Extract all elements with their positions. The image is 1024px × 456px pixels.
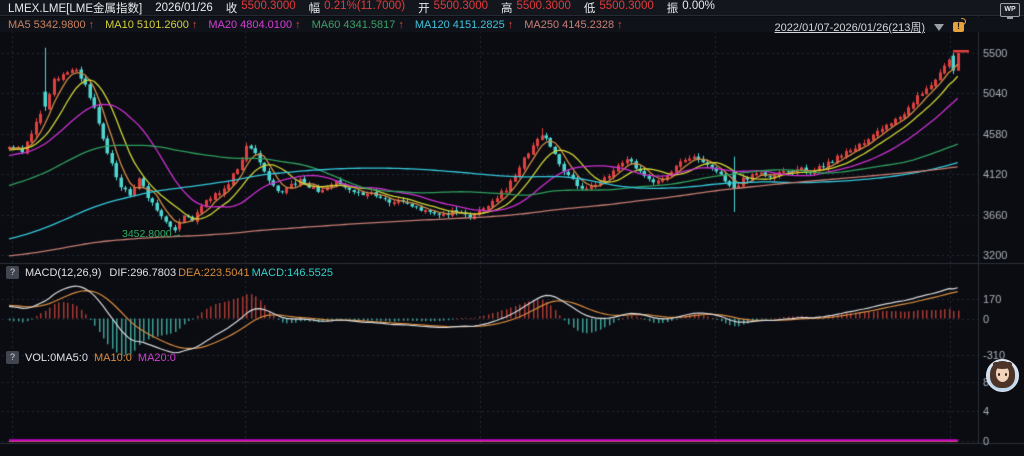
trade-date: 2026/01/26 bbox=[155, 1, 213, 14]
ma-legend: MA5 5342.9800 ↑ MA10 5101.2600 ↑ MA20 48… bbox=[0, 17, 1024, 32]
ma5-label: MA5 bbox=[8, 18, 31, 31]
help-icon[interactable]: ? bbox=[6, 266, 19, 279]
ma250-value: 4145.2328 bbox=[562, 18, 615, 31]
ma120-legend: MA120 4151.2825 ↑ bbox=[415, 19, 513, 31]
high-value: 5500.3000 bbox=[516, 0, 571, 12]
ma60-value: 4341.5817 bbox=[343, 18, 396, 31]
vol-ma20-value: MA20:0 bbox=[137, 351, 176, 364]
low-price-annotation: 3452.8000→ bbox=[122, 228, 183, 240]
symbol-name: LMEX.LME[LME金属指数] bbox=[8, 2, 143, 15]
change-value: 0.21%(11.7000) bbox=[324, 0, 406, 12]
ma60-label: MA60 bbox=[311, 18, 341, 31]
ma60-legend: MA60 4341.5817 ↑ bbox=[312, 19, 404, 31]
up-arrow-icon: ↑ bbox=[617, 18, 623, 31]
up-arrow-icon: ↑ bbox=[191, 18, 198, 31]
ma10-label: MA10 bbox=[105, 18, 134, 31]
open-value: 5500.3000 bbox=[433, 0, 488, 12]
ma5-legend: MA5 5342.9800 ↑ bbox=[8, 19, 94, 31]
alert-exclamation: ! bbox=[957, 21, 960, 31]
up-arrow-icon: ↑ bbox=[507, 18, 514, 31]
field-close: 收 5500.3000 bbox=[226, 0, 296, 16]
field-open: 开 5500.3000 bbox=[418, 0, 488, 16]
date-range-link[interactable]: 2022/01/07-2026/01/26(213周) bbox=[774, 22, 925, 34]
high-label: 高 bbox=[501, 2, 513, 15]
ma120-value: 4151.2825 bbox=[452, 18, 505, 31]
field-low: 低 5500.3000 bbox=[584, 0, 654, 16]
up-arrow-icon: ↑ bbox=[398, 18, 404, 31]
avatar-fringe bbox=[993, 362, 1012, 369]
ma20-label: MA20 bbox=[208, 18, 238, 31]
low-value: 5500.3000 bbox=[599, 0, 654, 12]
change-label: 幅 bbox=[308, 2, 321, 15]
alert-lock-icon[interactable]: ! bbox=[953, 21, 964, 32]
range-controls: 2022/01/07-2026/01/26(213周) ! bbox=[775, 19, 964, 35]
ma250-label: MA250 bbox=[524, 18, 560, 31]
dif-value: DIF:296.7803 bbox=[109, 266, 177, 279]
low-label: 低 bbox=[583, 2, 596, 15]
vol-value: VOL:0MA5:0 bbox=[25, 351, 88, 364]
macd-value: MACD:146.5525 bbox=[251, 266, 333, 279]
ma10-legend: MA10 5101.2600 ↑ bbox=[105, 19, 197, 31]
quote-header: LMEX.LME[LME金属指数] 2026/01/26 收 5500.3000… bbox=[0, 0, 1024, 16]
help-icon[interactable]: ? bbox=[6, 351, 19, 364]
close-value: 5500.3000 bbox=[241, 0, 296, 12]
amplitude-label: 振 bbox=[666, 2, 679, 15]
field-amplitude: 振 0.00% bbox=[667, 0, 715, 16]
ma20-value: 4804.0100 bbox=[240, 18, 293, 31]
up-arrow-icon: ↑ bbox=[88, 18, 95, 31]
chevron-down-icon[interactable] bbox=[934, 23, 944, 31]
field-high: 高 5500.3000 bbox=[501, 0, 571, 16]
ma20-legend: MA20 4804.0100 ↑ bbox=[208, 19, 300, 31]
up-arrow-icon: ↑ bbox=[295, 18, 301, 31]
ma5-value: 5342.9800 bbox=[33, 18, 86, 31]
open-label: 开 bbox=[418, 2, 430, 15]
field-change: 幅 0.21%(11.7000) bbox=[309, 0, 405, 16]
ma250-legend: MA250 4145.2328 ↑ bbox=[524, 19, 622, 31]
ma10-value: 5101.2600 bbox=[136, 18, 189, 31]
macd-panel-header: ? MACD(12,26,9) DIF:296.7803 DEA:223.504… bbox=[6, 266, 333, 279]
macd-title: MACD(12,26,9) bbox=[25, 266, 102, 279]
dea-value: DEA:223.5041 bbox=[178, 266, 250, 279]
vol-panel-header: ? VOL:0MA5:0 MA10:0 MA20:0 bbox=[6, 351, 176, 364]
ma120-label: MA120 bbox=[414, 18, 450, 31]
vol-ma10-value: MA10:0 bbox=[93, 351, 132, 364]
close-label: 收 bbox=[225, 2, 238, 15]
wp-plugin-icon[interactable]: WP bbox=[1000, 3, 1020, 19]
avatar-face bbox=[996, 366, 1009, 382]
amplitude-value: 0.00% bbox=[682, 0, 715, 12]
assistant-avatar[interactable] bbox=[986, 359, 1019, 392]
